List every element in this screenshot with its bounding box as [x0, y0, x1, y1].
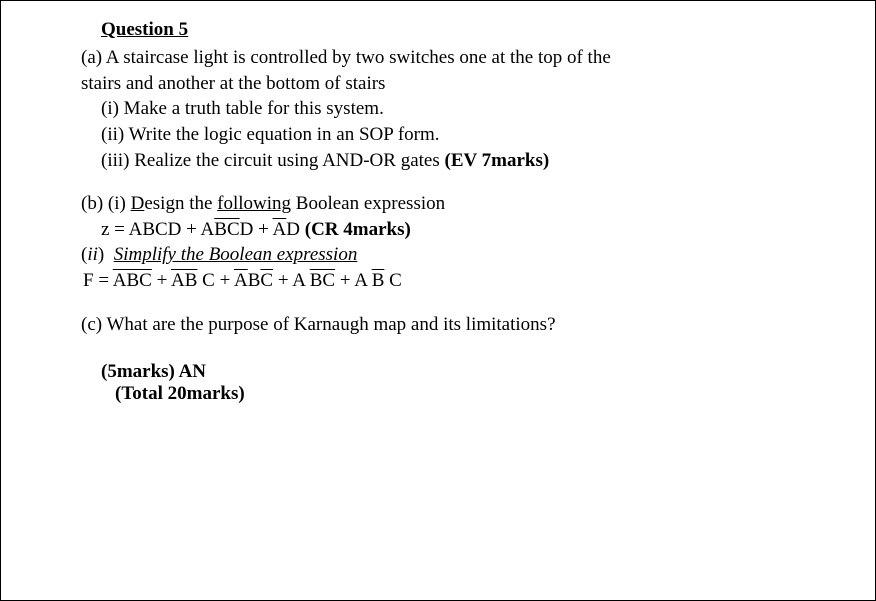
marks-block: (5marks) AN (Total 20marks): [101, 361, 815, 405]
part-b-ii: (ii) Simplify the Boolean expression: [81, 242, 815, 268]
z-prefix: z = ABCD + A: [101, 219, 214, 240]
part-a-intro-1: (a) A staircase light is controlled by t…: [81, 45, 815, 71]
f-term4a: A: [292, 270, 309, 291]
f-expression: F = ABC + AB C + ABC + A BC + A B C: [83, 268, 815, 294]
part-a-ii: (ii) Write the logic equation in an SOP …: [101, 122, 815, 148]
z-mid: D +: [240, 219, 273, 240]
f-term5c: C: [384, 270, 401, 291]
part-b-i: (b) (i) Design the following Boolean exp…: [81, 191, 815, 217]
f-term4b: BC: [310, 270, 335, 291]
f-plus3: +: [273, 270, 292, 291]
f-prefix: F =: [83, 270, 113, 291]
part-a-iii: (iii) Realize the circuit using AND-OR g…: [101, 148, 815, 174]
z-expression: z = ABCD + ABCD + AD (CR 4marks): [101, 217, 815, 243]
z-bc-bar: BC: [214, 219, 239, 240]
marks-line-2: (Total 20marks): [115, 383, 815, 405]
f-term1: ABC: [113, 270, 152, 291]
z-marks: (CR 4marks): [305, 219, 411, 240]
part-a-intro-2: stairs and another at the bottom of stai…: [81, 71, 815, 97]
marks-line-1: (5marks) AN: [101, 361, 815, 383]
f-term2b: C: [197, 270, 214, 291]
f-plus1: +: [152, 270, 171, 291]
f-term3a: A: [234, 270, 248, 291]
part-c: (c) What are the purpose of Karnaugh map…: [81, 312, 815, 338]
part-a-iii-marks: (EV 7marks): [445, 150, 550, 171]
f-term3b: B: [248, 270, 261, 291]
z-suffix: D: [286, 219, 304, 240]
f-term5b: B: [372, 270, 385, 291]
f-term3c: C: [260, 270, 273, 291]
f-plus2: +: [215, 270, 234, 291]
question-header: Question 5: [101, 19, 815, 41]
part-a-iii-text: (iii) Realize the circuit using AND-OR g…: [101, 150, 445, 171]
z-a-bar: A: [273, 219, 287, 240]
f-plus4: +: [335, 270, 354, 291]
f-term5a: A: [354, 270, 371, 291]
part-a-i: (i) Make a truth table for this system.: [101, 96, 815, 122]
f-term2a: AB: [171, 270, 197, 291]
